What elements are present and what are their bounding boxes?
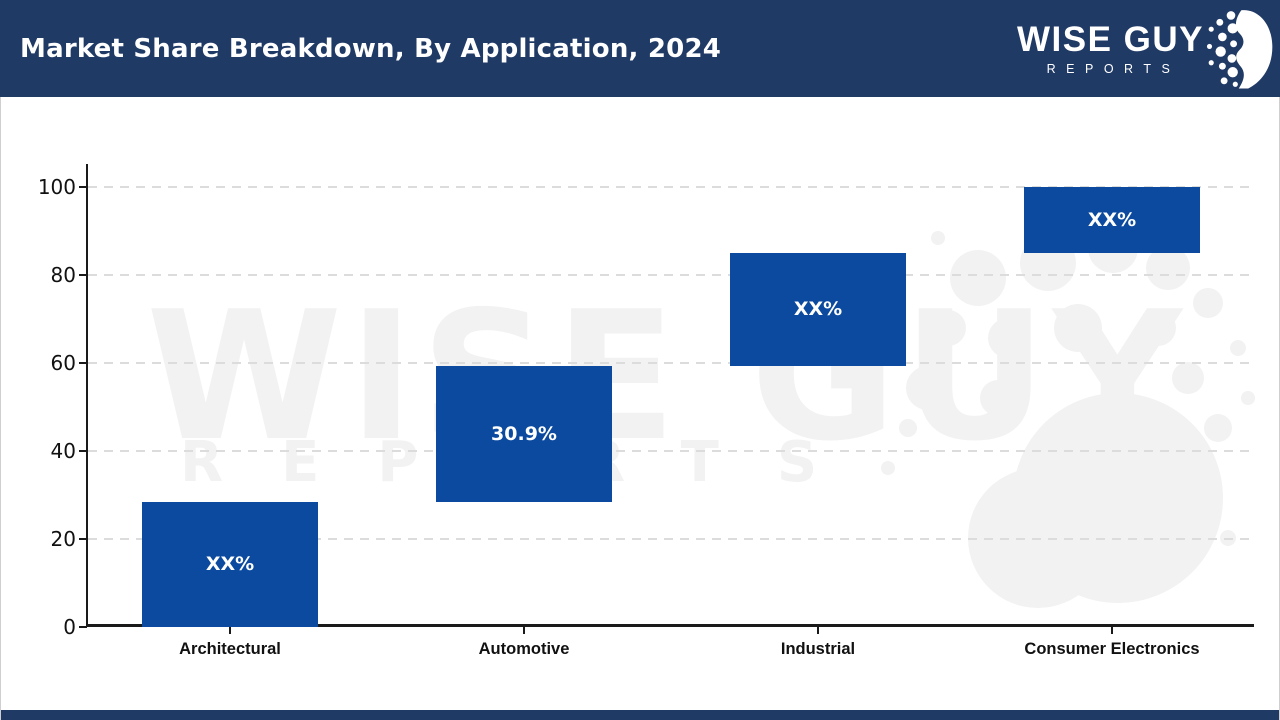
logo-wordmark: WISE GUY REPORTS bbox=[1017, 22, 1204, 76]
x-tick-mark bbox=[229, 627, 231, 634]
bar-value-label: 30.9% bbox=[491, 422, 557, 445]
category-label: Consumer Electronics bbox=[1024, 640, 1200, 658]
page-left-border bbox=[0, 97, 1, 720]
bar-segment: XX% bbox=[142, 501, 318, 627]
x-tick-mark bbox=[523, 627, 525, 634]
logo-face-icon bbox=[1206, 9, 1273, 89]
gridline-60 bbox=[88, 362, 1253, 364]
header-bar: Market Share Breakdown, By Application, … bbox=[0, 0, 1280, 97]
logo-wordmark-sub: REPORTS bbox=[1046, 61, 1181, 76]
category-label: Automotive bbox=[478, 640, 570, 658]
x-tick-mark bbox=[1111, 627, 1113, 634]
page-title: Market Share Breakdown, By Application, … bbox=[20, 33, 722, 64]
bar-segment: 30.9% bbox=[436, 365, 612, 502]
gridline-80 bbox=[88, 274, 1253, 276]
y-tick-label: 0 bbox=[63, 615, 76, 639]
category-label: Industrial bbox=[780, 640, 856, 658]
y-tick-label: 60 bbox=[50, 351, 76, 375]
wise-guy-logo: WISE GUY REPORTS bbox=[1017, 5, 1280, 93]
gridline-40 bbox=[88, 450, 1253, 452]
bar-value-label: XX% bbox=[1087, 209, 1137, 231]
y-tick-mark bbox=[79, 538, 87, 540]
x-axis-line bbox=[86, 624, 1254, 627]
y-tick-mark bbox=[79, 626, 87, 628]
footer-bar bbox=[0, 710, 1280, 720]
y-tick-label: 100 bbox=[37, 175, 76, 199]
bar-value-label: XX% bbox=[205, 553, 255, 576]
y-tick-mark bbox=[79, 186, 87, 188]
y-axis-line bbox=[86, 164, 88, 627]
bar-segment: XX% bbox=[1024, 187, 1200, 253]
gridline-100 bbox=[88, 186, 1253, 188]
logo-wordmark-main: WISE GUY bbox=[1016, 19, 1204, 59]
gridline-20 bbox=[88, 538, 1253, 540]
x-tick-mark bbox=[817, 627, 819, 634]
y-tick-label: 40 bbox=[50, 439, 76, 463]
y-tick-mark bbox=[79, 362, 87, 364]
y-tick-label: 80 bbox=[50, 263, 76, 287]
category-label: Architectural bbox=[179, 640, 281, 658]
y-tick-mark bbox=[79, 450, 87, 452]
bar-segment: XX% bbox=[730, 253, 906, 366]
y-tick-label: 20 bbox=[50, 527, 76, 551]
bar-value-label: XX% bbox=[793, 298, 843, 321]
y-tick-mark bbox=[79, 274, 87, 276]
